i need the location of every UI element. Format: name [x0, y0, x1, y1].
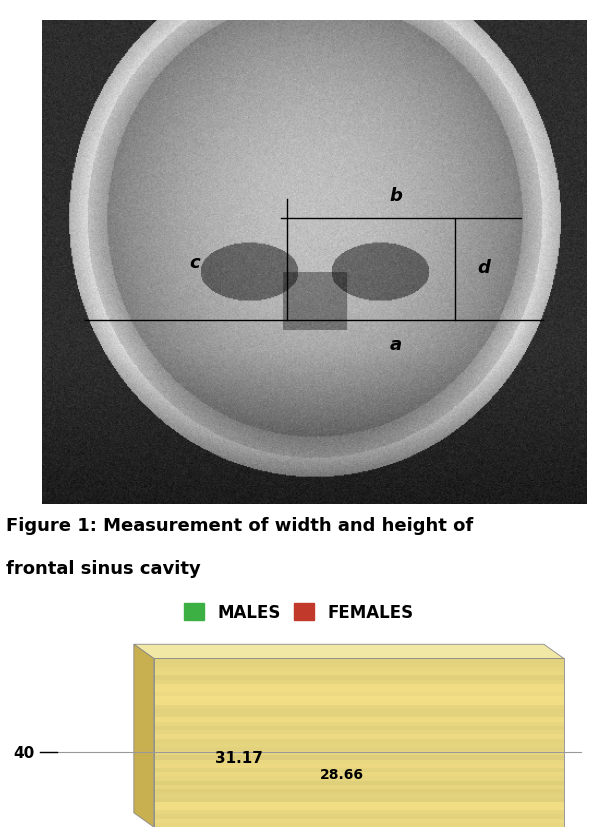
Text: c: c: [189, 254, 200, 271]
Polygon shape: [154, 726, 564, 730]
Text: 40: 40: [13, 745, 34, 760]
Polygon shape: [154, 815, 564, 819]
Polygon shape: [154, 667, 564, 672]
Polygon shape: [154, 714, 564, 718]
Polygon shape: [154, 806, 564, 810]
Polygon shape: [154, 764, 564, 768]
Polygon shape: [154, 722, 564, 726]
Text: 31.17: 31.17: [215, 750, 263, 765]
Polygon shape: [154, 777, 564, 781]
Polygon shape: [154, 672, 564, 676]
Polygon shape: [154, 801, 564, 806]
Polygon shape: [154, 663, 564, 667]
Polygon shape: [154, 789, 564, 793]
Polygon shape: [154, 781, 564, 785]
Text: d: d: [477, 258, 490, 276]
Polygon shape: [154, 688, 564, 692]
Polygon shape: [154, 819, 564, 823]
Legend: MALES, FEMALES: MALES, FEMALES: [178, 596, 420, 628]
Text: a: a: [389, 335, 402, 353]
Polygon shape: [154, 797, 564, 801]
Polygon shape: [154, 739, 564, 743]
Polygon shape: [154, 751, 564, 755]
Polygon shape: [154, 692, 564, 696]
Polygon shape: [154, 710, 564, 714]
Polygon shape: [154, 810, 564, 815]
Polygon shape: [134, 644, 564, 658]
Polygon shape: [154, 734, 564, 739]
Text: 28.66: 28.66: [320, 767, 364, 781]
Text: Figure 1: Measurement of width and height of: Figure 1: Measurement of width and heigh…: [6, 516, 473, 534]
Polygon shape: [154, 768, 564, 772]
Polygon shape: [154, 658, 564, 663]
Polygon shape: [154, 823, 564, 827]
Polygon shape: [154, 700, 564, 705]
Polygon shape: [134, 644, 154, 827]
Polygon shape: [154, 705, 564, 710]
Text: frontal sinus cavity: frontal sinus cavity: [6, 560, 201, 577]
Polygon shape: [154, 772, 564, 777]
Text: b: b: [389, 187, 402, 204]
Polygon shape: [154, 793, 564, 797]
Polygon shape: [154, 755, 564, 760]
Polygon shape: [154, 684, 564, 688]
Polygon shape: [154, 747, 564, 751]
Polygon shape: [154, 696, 564, 700]
Polygon shape: [154, 676, 564, 680]
Polygon shape: [154, 680, 564, 684]
Polygon shape: [154, 718, 564, 722]
Polygon shape: [154, 743, 564, 747]
Polygon shape: [154, 760, 564, 764]
Polygon shape: [154, 785, 564, 789]
Polygon shape: [154, 730, 564, 734]
